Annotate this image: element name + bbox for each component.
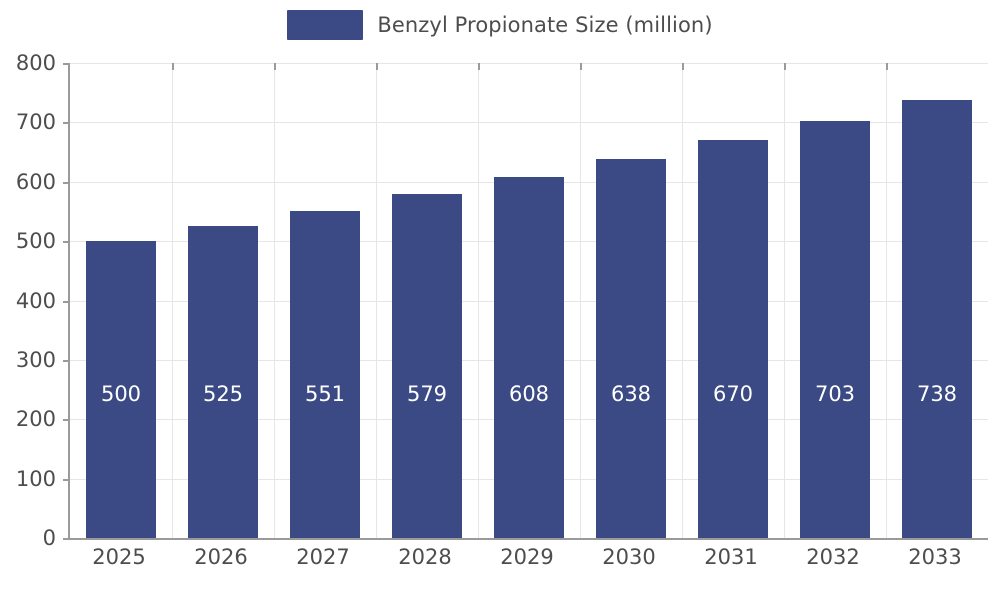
bar-2033[interactable]: 738: [902, 99, 972, 538]
bar-value-2030: 638: [610, 382, 652, 406]
plot-area: 500 525 551 579 608: [63, 63, 988, 540]
y-tick-label-700: 700: [15, 110, 56, 135]
bar-value-2032: 703: [814, 382, 856, 406]
y-axis-tick-labels: 0 100 200 300 400 500 600 700 800: [0, 51, 56, 550]
bar-value-2031: 670: [712, 382, 754, 406]
bar-2031[interactable]: 670: [698, 140, 768, 538]
x-tickmark-3: [375, 63, 378, 70]
bar-2030[interactable]: 638: [596, 159, 666, 538]
vertical-gridline-3: [375, 63, 377, 538]
vertical-gridline-7: [783, 63, 785, 538]
bar-2027[interactable]: 551: [290, 210, 360, 538]
x-tick-label-2026: 2026: [194, 545, 248, 569]
vertical-gridline-1: [171, 63, 173, 538]
x-tick-label-2027: 2027: [296, 545, 350, 569]
y-tick-label-500: 500: [15, 229, 56, 254]
y-tick-label-100: 100: [15, 466, 56, 491]
legend-swatch-series-1: [287, 10, 364, 40]
y-tick-label-200: 200: [15, 407, 56, 432]
y-tick-label-400: 400: [15, 288, 56, 313]
bar-slot-2030: 638: [580, 63, 682, 538]
y-tick-label-300: 300: [15, 347, 56, 372]
bar-value-2029: 608: [508, 382, 550, 406]
bar-slot-2032: 703: [784, 63, 886, 538]
y-tickmark-0: [63, 538, 70, 540]
y-tickmark-200: [63, 419, 70, 422]
vertical-gridline-4: [477, 63, 479, 538]
vertical-gridline-8: [885, 63, 887, 538]
x-tickmark-7: [783, 63, 786, 70]
bar-value-2028: 579: [406, 382, 448, 406]
bar-2029[interactable]: 608: [494, 177, 564, 538]
x-tickmark-2: [273, 63, 276, 70]
bar-slot-2025: 500: [70, 63, 172, 538]
x-tick-label-2032: 2032: [806, 545, 860, 569]
legend-label-series-1: Benzyl Propionate Size (million): [377, 13, 713, 37]
y-tick-label-600: 600: [15, 169, 56, 194]
bar-2026[interactable]: 525: [188, 226, 258, 538]
x-tick-label-2029: 2029: [500, 545, 554, 569]
bar-2025[interactable]: 500: [86, 241, 156, 538]
bar-value-2025: 500: [100, 382, 142, 406]
x-tick-label-2025: 2025: [92, 545, 146, 569]
bar-value-2026: 525: [202, 382, 244, 406]
vertical-gridline-6: [681, 63, 683, 538]
bar-slot-2031: 670: [682, 63, 784, 538]
y-tick-label-0: 0: [42, 526, 56, 550]
x-axis-tick-labels: 2025 2026 2027 2028 2029 2030 2031 2032 …: [68, 545, 986, 569]
x-tick-label-2028: 2028: [398, 545, 452, 569]
x-tickmark-8: [885, 63, 888, 70]
x-tick-label-2030: 2030: [602, 545, 656, 569]
x-tickmark-6: [681, 63, 684, 70]
bar-series: 500 525 551 579 608: [70, 63, 988, 538]
vertical-gridline-2: [273, 63, 275, 538]
bar-value-2027: 551: [304, 382, 346, 406]
bar-slot-2027: 551: [274, 63, 376, 538]
bar-slot-2029: 608: [478, 63, 580, 538]
y-tickmark-500: [63, 241, 70, 244]
bar-2028[interactable]: 579: [392, 194, 462, 538]
bar-value-2033: 738: [916, 382, 958, 406]
vertical-gridline-5: [579, 63, 581, 538]
bar-slot-2033: 738: [886, 63, 988, 538]
gridline-800: [70, 63, 988, 64]
x-tick-label-2031: 2031: [704, 545, 758, 569]
x-tickmark-1: [171, 63, 174, 70]
y-tickmark-600: [63, 181, 70, 184]
chart-legend: Benzyl Propionate Size (million): [0, 10, 1000, 40]
x-tickmark-4: [477, 63, 480, 70]
x-tickmark-5: [579, 63, 582, 70]
x-tick-label-2033: 2033: [908, 545, 962, 569]
bar-slot-2028: 579: [376, 63, 478, 538]
bar-2032[interactable]: 703: [800, 120, 870, 538]
gridline-700: [70, 122, 988, 124]
y-tickmark-700: [63, 122, 70, 125]
bar-slot-2026: 525: [172, 63, 274, 538]
y-tick-label-800: 800: [15, 51, 56, 75]
y-tickmark-400: [63, 300, 70, 303]
y-tickmark-800: [63, 63, 70, 65]
y-tickmark-300: [63, 359, 70, 362]
y-tickmark-100: [63, 478, 70, 481]
